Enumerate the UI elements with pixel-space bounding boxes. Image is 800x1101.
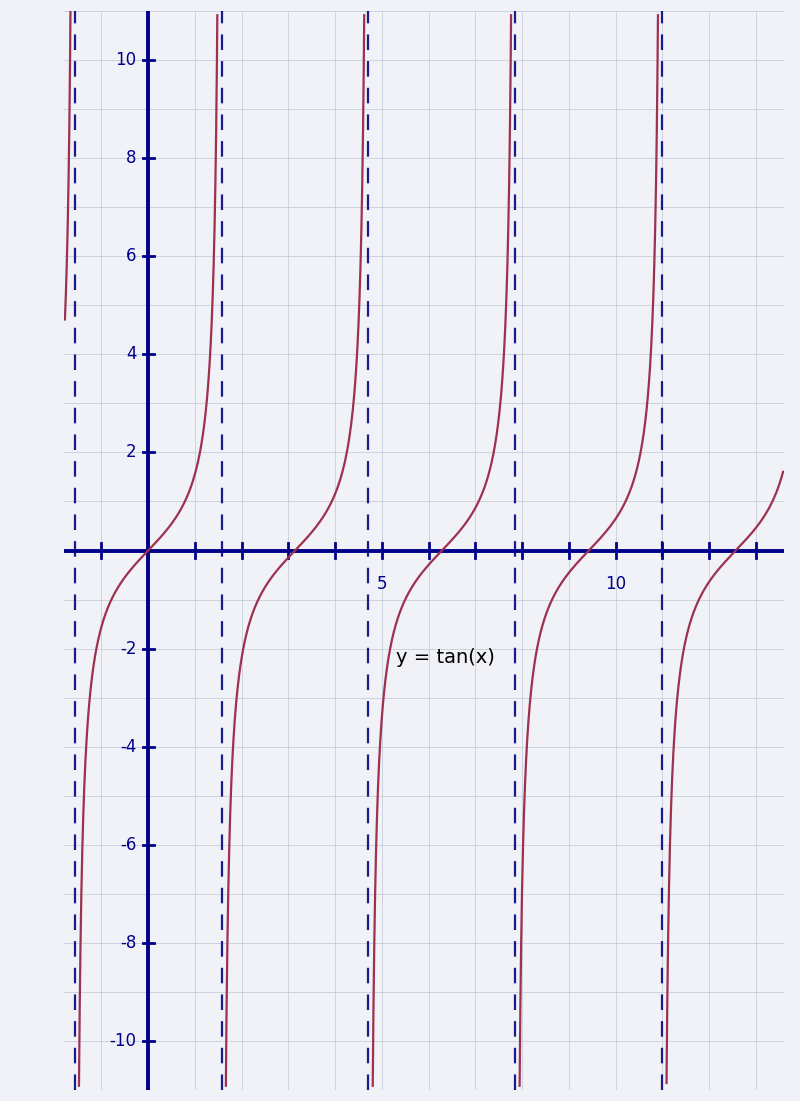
Text: -4: -4 — [120, 738, 137, 755]
Text: 10: 10 — [605, 575, 626, 593]
Text: 4: 4 — [126, 346, 137, 363]
Text: -6: -6 — [120, 836, 137, 853]
Text: 8: 8 — [126, 149, 137, 167]
Text: y = tan(x): y = tan(x) — [396, 648, 495, 667]
Text: 10: 10 — [115, 51, 137, 69]
Text: -2: -2 — [120, 640, 137, 657]
Text: 6: 6 — [126, 248, 137, 265]
Text: -10: -10 — [110, 1032, 137, 1050]
Text: 2: 2 — [126, 444, 137, 461]
Text: 5: 5 — [377, 575, 387, 593]
Text: -8: -8 — [120, 934, 137, 952]
